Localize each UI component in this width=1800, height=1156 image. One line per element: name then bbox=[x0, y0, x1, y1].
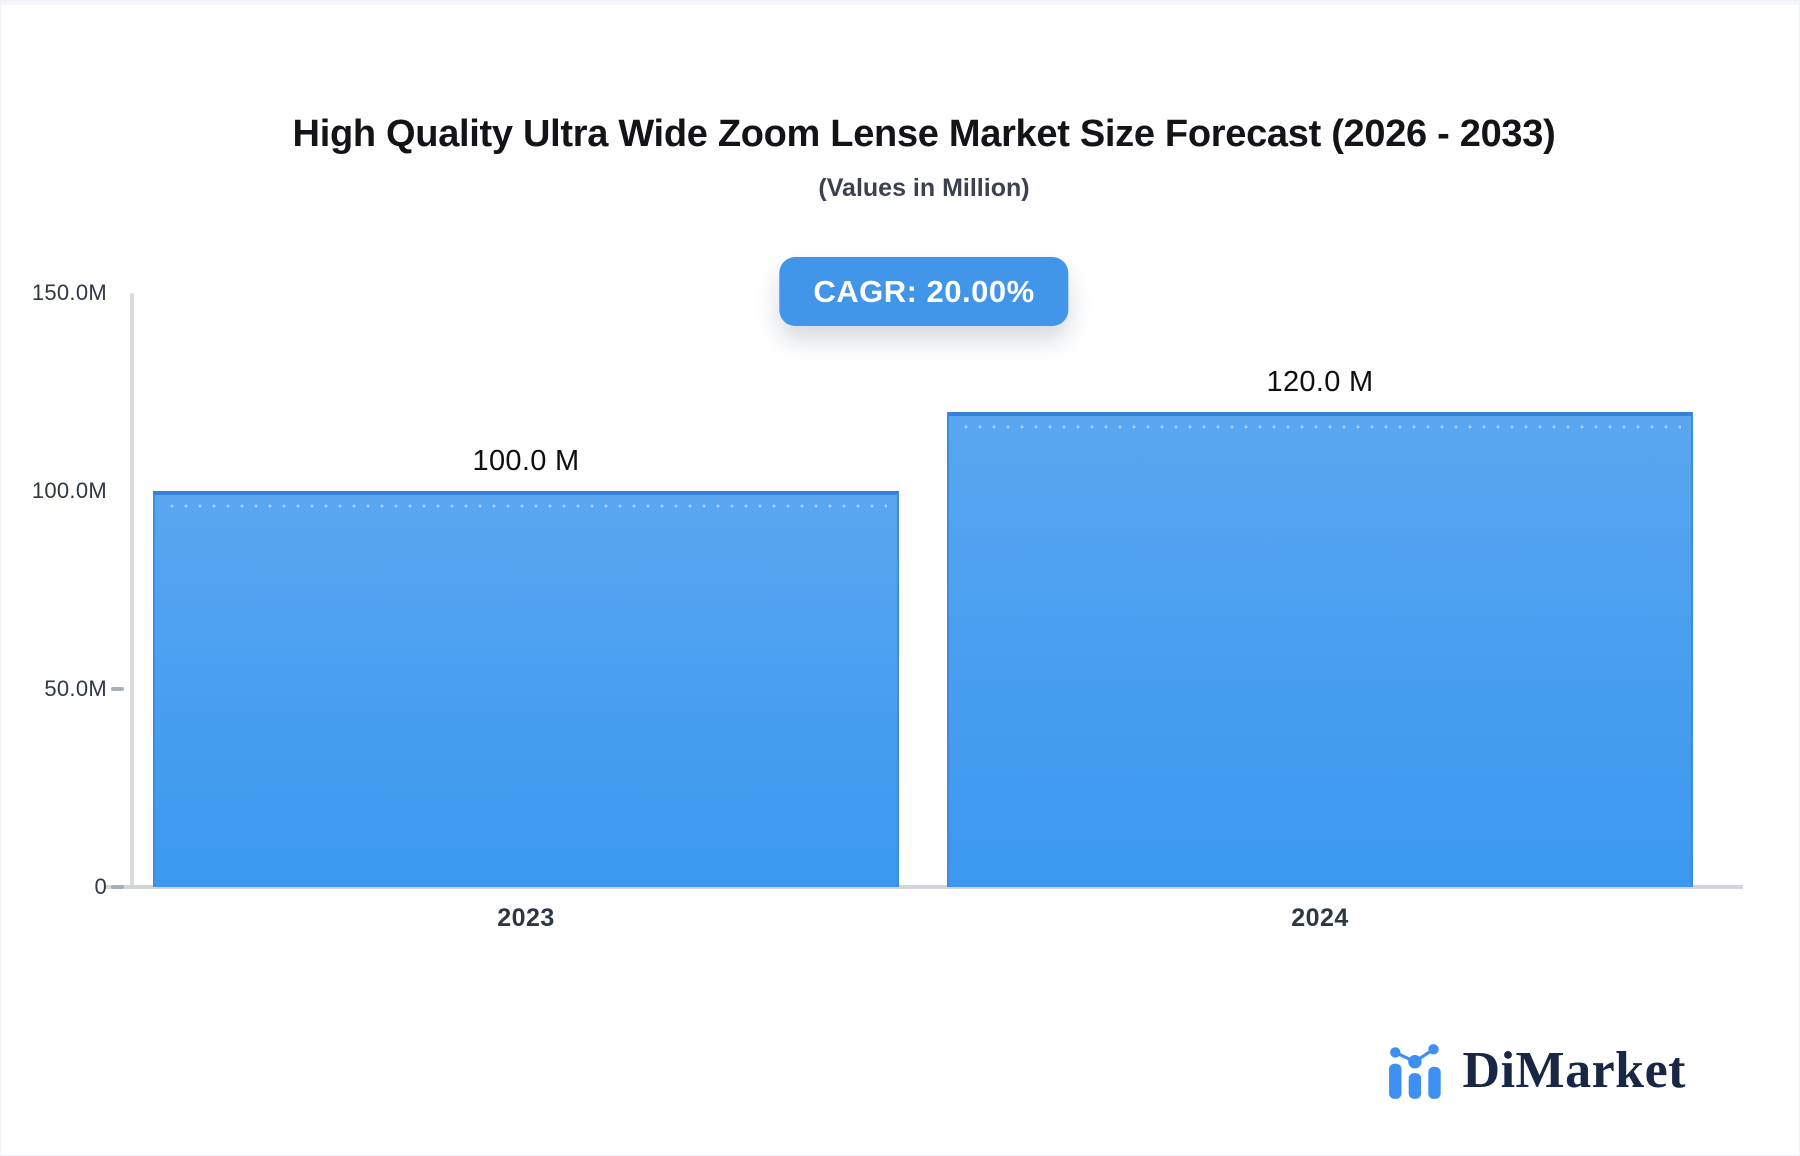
y-axis-tick-label: 50.0M bbox=[44, 676, 107, 701]
y-axis-tick-dash bbox=[111, 885, 124, 889]
bar-2023 bbox=[153, 491, 899, 887]
x-axis-line bbox=[105, 885, 1743, 889]
y-axis-tick-label: 100.0M bbox=[31, 478, 107, 503]
y-axis-tick-label: 150.0M bbox=[31, 280, 107, 305]
x-axis-label-2024: 2024 bbox=[1291, 904, 1349, 932]
y-axis-tick-dash bbox=[111, 687, 124, 691]
x-axis-label-2023: 2023 bbox=[497, 904, 555, 932]
dimarket-logo-icon bbox=[1388, 1044, 1441, 1099]
y-axis-line bbox=[130, 293, 134, 887]
top-strip bbox=[1, 1, 1799, 5]
cagr-badge: CAGR: 20.00% bbox=[779, 257, 1069, 326]
y-axis-tick-label: 0 bbox=[94, 874, 107, 899]
dimarket-logo-text: DiMarket bbox=[1462, 1042, 1686, 1099]
bar-2024 bbox=[947, 412, 1693, 887]
bar-value-label-2023: 100.0 M bbox=[472, 445, 580, 477]
chart-subtitle: (Values in Million) bbox=[818, 174, 1030, 202]
bar-value-label-2024: 120.0 M bbox=[1266, 366, 1374, 398]
chart-header: High Quality Ultra Wide Zoom Lense Marke… bbox=[49, 1, 1799, 341]
dimarket-logo: DiMarket bbox=[1387, 1039, 1686, 1103]
chart-title: High Quality Ultra Wide Zoom Lense Marke… bbox=[292, 113, 1556, 155]
